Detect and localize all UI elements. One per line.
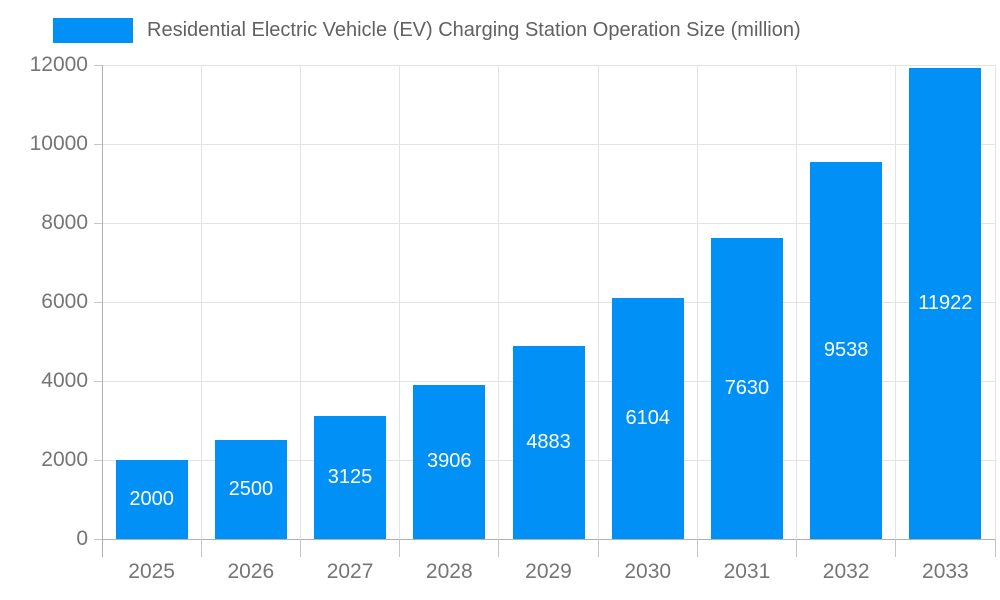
x-axis-tick [399, 539, 401, 557]
legend-label[interactable]: Residential Electric Vehicle (EV) Chargi… [147, 19, 801, 41]
gridline-vertical [796, 65, 798, 539]
x-axis-tick-label: 2030 [624, 560, 672, 583]
x-axis-tick [895, 539, 897, 557]
gridline-vertical [895, 65, 897, 539]
gridline-horizontal [102, 143, 995, 145]
gridline-horizontal [102, 301, 995, 303]
y-axis-tick [94, 222, 102, 224]
y-axis-tick [94, 301, 102, 303]
bar-value-label: 2500 [228, 478, 274, 501]
y-axis-line [102, 65, 103, 539]
gridline-vertical [299, 65, 301, 539]
x-axis-tick-label: 2031 [723, 560, 771, 583]
gridline-vertical [498, 65, 500, 539]
legend-swatch[interactable] [53, 18, 133, 43]
bar-2031[interactable]: 7630 [710, 237, 783, 539]
x-axis-tick [498, 539, 500, 557]
x-axis-tick [696, 539, 698, 557]
bar-2025[interactable]: 2000 [115, 460, 188, 539]
x-axis-tick-label: 2029 [525, 560, 572, 583]
bar-value-label: 7630 [724, 376, 770, 399]
x-axis-tick-label: 2027 [326, 560, 374, 583]
x-axis-tick [994, 539, 996, 557]
y-axis-tick-label: 4000 [41, 369, 88, 392]
x-axis-baseline [102, 538, 995, 540]
y-axis-tick [94, 380, 102, 382]
x-axis-tick-label: 2025 [128, 560, 175, 583]
gridline-horizontal [102, 64, 995, 66]
x-axis-tick-label: 2033 [922, 560, 969, 583]
bar-2027[interactable]: 3125 [314, 415, 387, 539]
gridline-vertical [200, 65, 202, 539]
bar-2029[interactable]: 4883 [512, 346, 585, 539]
y-axis-tick-label: 12000 [29, 53, 88, 76]
bar-value-label: 11922 [918, 292, 973, 315]
x-axis-tick [796, 539, 798, 557]
x-axis-tick-label: 2026 [227, 560, 275, 583]
bar-value-label: 3906 [427, 450, 472, 473]
bar-2032[interactable]: 9538 [810, 162, 883, 539]
bar-value-label: 3125 [327, 465, 373, 488]
bar-value-label: 2000 [129, 488, 174, 510]
bar-2033[interactable]: 11922 [909, 68, 982, 539]
x-axis-tick [200, 539, 202, 557]
y-axis-tick [94, 538, 102, 540]
gridline-vertical [399, 65, 401, 539]
y-axis-tick-label: 2000 [41, 448, 88, 471]
y-axis-tick-label: 8000 [41, 211, 88, 234]
bar-2026[interactable]: 2500 [214, 440, 287, 539]
gridline-vertical [696, 65, 698, 539]
bar-2030[interactable]: 6104 [611, 297, 684, 539]
bar-2028[interactable]: 3906 [413, 384, 486, 539]
x-axis-tick-label: 2032 [822, 560, 870, 583]
x-axis-tick [101, 539, 103, 557]
gridline-vertical [597, 65, 599, 539]
plot-area: 0 2000 4000 6000 8000 10000 12000 2000 2025 2500 2… [30, 53, 996, 583]
y-axis-tick-label: 6000 [41, 290, 88, 313]
x-axis-tick-label: 2028 [425, 560, 473, 583]
y-axis-tick [94, 143, 102, 145]
x-axis-tick [597, 539, 599, 557]
legend: Residential Electric Vehicle (EV) Chargi… [53, 18, 801, 43]
y-axis-tick-label: 0 [76, 527, 88, 550]
y-axis-tick [94, 64, 102, 66]
gridline-vertical [994, 65, 996, 539]
bar-value-label: 4883 [526, 431, 571, 454]
y-axis-tick-label: 10000 [29, 132, 88, 155]
x-axis-tick [299, 539, 301, 557]
bar-value-label: 6104 [625, 406, 670, 429]
bar-value-label: 9538 [823, 339, 869, 362]
gridline-horizontal [102, 222, 995, 224]
y-axis-tick [94, 459, 102, 461]
